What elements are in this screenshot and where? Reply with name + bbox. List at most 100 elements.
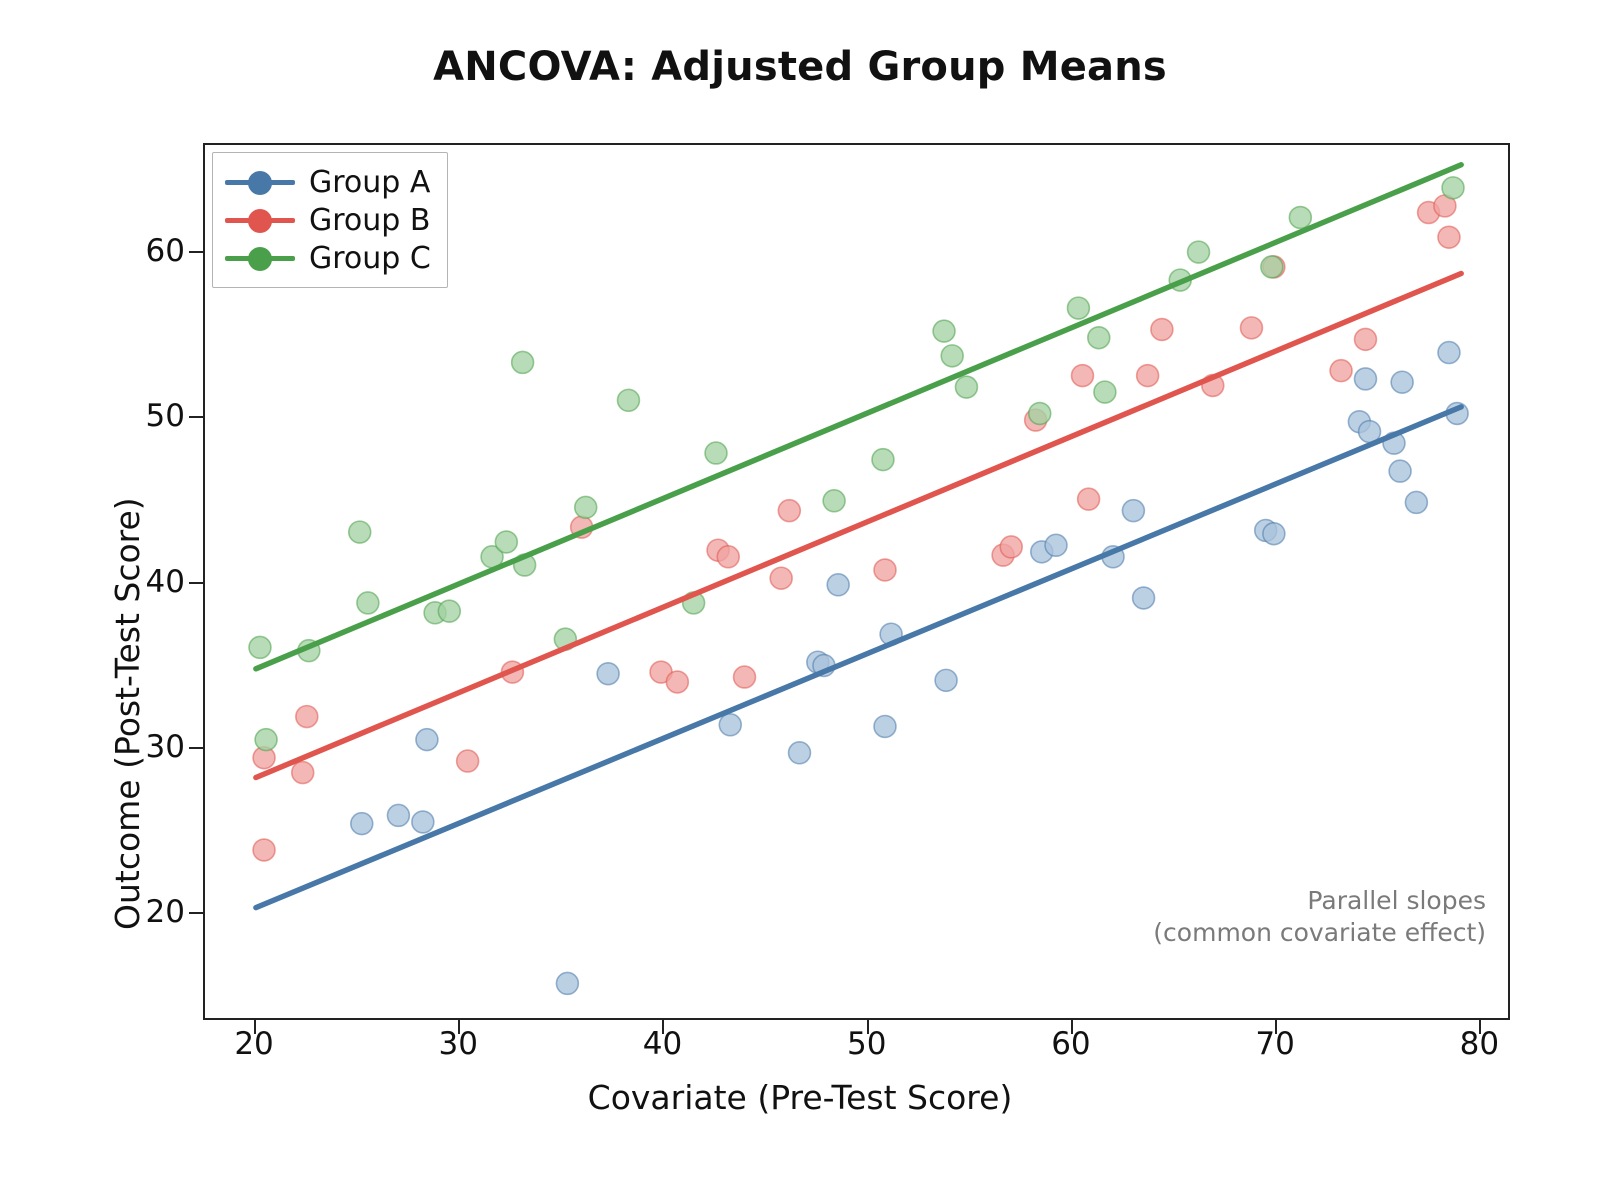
legend-item-group-c[interactable]: Group C (225, 239, 431, 277)
data-point (1262, 521, 1286, 546)
data-point (999, 535, 1023, 559)
data-point (573, 495, 598, 520)
data-point (411, 810, 435, 834)
x-tick-mark (866, 1020, 869, 1034)
data-point (1437, 340, 1461, 365)
data-point (596, 661, 620, 686)
y-tick-label: 50 (145, 398, 185, 435)
x-tick-mark (1070, 1020, 1073, 1034)
data-point (386, 803, 411, 828)
data-point (1150, 317, 1174, 342)
data-point (871, 447, 895, 472)
data-point (1135, 363, 1160, 388)
y-tick-mark (189, 250, 203, 253)
data-point (718, 713, 743, 737)
data-point (1437, 225, 1461, 249)
data-point (769, 566, 793, 590)
data-point (934, 668, 958, 693)
data-point (1353, 367, 1378, 391)
data-point (295, 704, 319, 729)
data-point (1329, 358, 1353, 383)
legend-label: Group C (309, 240, 431, 276)
y-tick-label: 30 (145, 728, 185, 765)
data-point (1044, 533, 1068, 558)
data-point (356, 591, 380, 615)
annotation-line-2: (common covariate effect) (1153, 918, 1486, 947)
data-point (1087, 325, 1111, 350)
data-point (1186, 240, 1211, 264)
data-point (616, 388, 641, 413)
data-point (826, 573, 850, 597)
x-tick-mark (458, 1020, 461, 1034)
data-point (716, 545, 740, 569)
data-point (1131, 586, 1156, 610)
y-tick-label: 60 (145, 232, 185, 269)
data-point (1239, 316, 1264, 340)
data-point (954, 375, 979, 399)
chart-title: ANCOVA: Adjusted Group Means (433, 44, 1167, 90)
data-point (932, 319, 956, 343)
fit-line-group-c (253, 162, 1464, 672)
plot-area (203, 143, 1510, 1020)
data-point (1353, 327, 1378, 352)
data-point (350, 811, 374, 836)
legend-marker-icon (248, 247, 272, 271)
data-point (873, 558, 897, 582)
x-tick-mark (662, 1020, 665, 1034)
data-point (777, 498, 802, 523)
data-point (665, 670, 690, 694)
y-tick-mark (189, 416, 203, 419)
y-tick-mark (189, 746, 203, 749)
annotation-parallel-slopes: Parallel slopes (common covariate effect… (1153, 885, 1486, 949)
data-point (940, 344, 964, 368)
legend-label: Group B (309, 202, 431, 238)
data-point (455, 749, 480, 773)
data-point (873, 714, 897, 739)
x-tick-mark (1275, 1020, 1278, 1034)
scatter-group-group-a (350, 340, 1469, 996)
legend-item-group-a[interactable]: Group A (225, 163, 431, 201)
legend: Group A Group B Group C (212, 152, 448, 288)
data-point (704, 441, 728, 465)
data-point (1260, 255, 1284, 279)
data-point (1390, 370, 1414, 394)
fit-line-group-b (253, 270, 1464, 781)
x-tick-mark (254, 1020, 257, 1034)
data-point (1441, 176, 1465, 200)
scatter-group-group-c (248, 176, 1465, 752)
data-point (1121, 498, 1146, 523)
annotation-line-1: Parallel slopes (1307, 886, 1486, 915)
legend-marker-icon (248, 171, 272, 195)
data-point (732, 665, 757, 689)
data-point (555, 971, 580, 996)
legend-item-group-b[interactable]: Group B (225, 201, 431, 239)
data-point (290, 760, 315, 785)
legend-marker-icon (248, 209, 272, 233)
data-point (1404, 490, 1429, 515)
y-tick-label: 40 (145, 563, 185, 600)
data-point (1027, 401, 1052, 426)
data-point (252, 838, 276, 862)
legend-swatch (225, 207, 295, 233)
legend-swatch (225, 245, 295, 271)
data-point (1070, 363, 1095, 388)
y-tick-label: 20 (145, 894, 185, 931)
data-point (822, 489, 846, 513)
y-axis-label: Outcome (Post-Test Score) (108, 497, 147, 930)
legend-label: Group A (309, 164, 431, 200)
data-point (437, 599, 462, 623)
data-point (510, 350, 535, 375)
y-tick-mark (189, 912, 203, 915)
legend-swatch (225, 169, 295, 195)
scatter-group-group-b (252, 194, 1461, 862)
data-point (1388, 459, 1412, 483)
data-point (494, 530, 519, 554)
fit-line-group-a (253, 404, 1464, 911)
data-point (254, 727, 278, 752)
plot-canvas (248, 162, 1469, 996)
y-tick-mark (189, 581, 203, 584)
data-point (1066, 296, 1091, 320)
data-point (248, 635, 272, 660)
data-point (1076, 487, 1101, 511)
